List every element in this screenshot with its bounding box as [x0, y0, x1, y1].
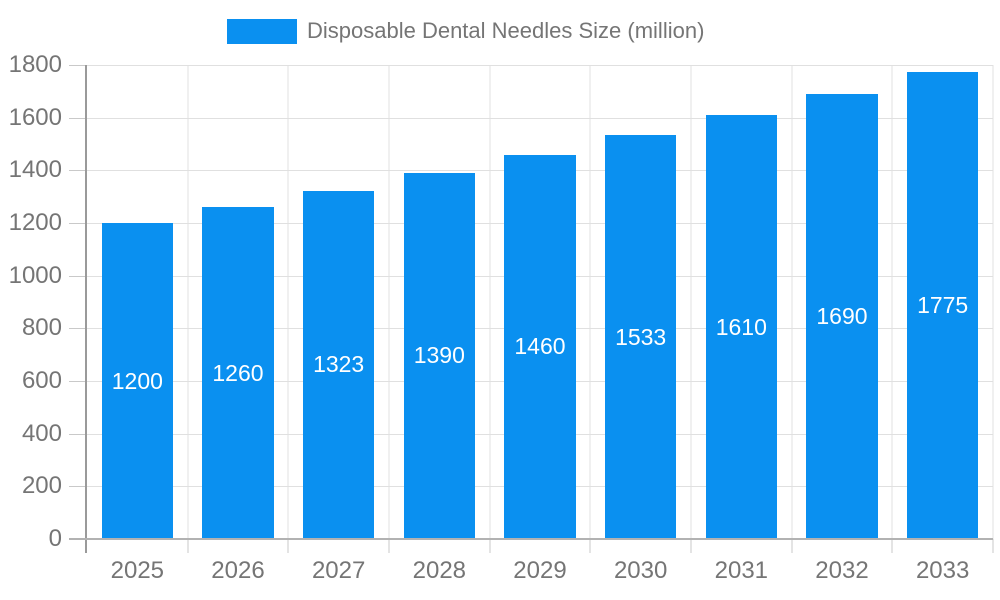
bar-2028[interactable]: 1390 [403, 172, 476, 539]
bar-2032[interactable]: 1690 [806, 93, 878, 539]
y-tick-mark [69, 170, 86, 172]
bar-2026[interactable]: 1260 [202, 207, 274, 539]
plot-area: 1200 1260 1323 1390 1460 1533 1610 1690 1775 [87, 65, 994, 539]
y-tick-mark [69, 117, 86, 119]
bar-2031[interactable]: 1610 [705, 115, 778, 539]
y-tick-mark [69, 328, 86, 330]
x-tick-label: 2029 [513, 557, 567, 584]
v-gridline [388, 65, 390, 539]
y-tick-label: 1000 [8, 261, 62, 289]
bar-band: 1775 [892, 71, 993, 539]
v-gridline [791, 65, 793, 539]
bar-2025[interactable]: 1200 [101, 223, 174, 539]
y-tick-mark [69, 275, 86, 277]
y-tick-label: 800 [21, 314, 62, 342]
bar-value-label: 1690 [816, 302, 868, 329]
bar-value-label: 1533 [615, 323, 667, 350]
y-tick-label: 200 [21, 472, 62, 500]
bar-value-label: 1390 [413, 342, 465, 369]
x-tick-mark [589, 539, 591, 553]
y-tick-label: 1600 [8, 103, 62, 131]
y-tick-mark [69, 486, 86, 488]
x-tick-mark [489, 539, 491, 553]
v-gridline [891, 65, 893, 539]
y-tick-mark [69, 381, 86, 383]
y-axis-labels: 0 200 400 600 800 1000 1200 1400 1600 1800 [0, 53, 62, 551]
x-tick-label: 2031 [714, 557, 769, 584]
x-tick-label: 2025 [110, 557, 165, 584]
x-tick-label: 2032 [815, 557, 869, 584]
bar-value-label: 1775 [917, 291, 969, 318]
bar-2030[interactable]: 1533 [604, 135, 677, 539]
y-tick-label: 0 [48, 525, 62, 552]
y-axis-line [85, 65, 87, 553]
x-tick-label: 2027 [311, 557, 366, 584]
bar-band: 1610 [691, 115, 792, 539]
x-tick-label: 2030 [613, 557, 668, 584]
y-tick-label: 1200 [8, 209, 62, 237]
bar-value-label: 1460 [514, 333, 566, 360]
h-gridline [87, 65, 993, 66]
x-tick-mark [791, 539, 793, 553]
x-tick-mark [388, 539, 390, 553]
y-tick-label: 600 [21, 367, 62, 395]
x-tick-label: 2033 [915, 557, 970, 584]
legend-label: Disposable Dental Needles Size (million) [307, 18, 705, 43]
y-tick-label: 1800 [8, 51, 62, 78]
y-tick-mark [69, 433, 86, 435]
x-tick-mark [891, 539, 893, 553]
x-tick-mark [187, 539, 189, 553]
legend: Disposable Dental Needles Size (million) [227, 18, 704, 44]
x-axis-labels: 2025 2026 2027 2028 2029 2030 2031 2032 2033 [87, 557, 993, 587]
v-gridline [287, 65, 289, 539]
x-tick-mark [690, 539, 692, 553]
bar-band: 1200 [87, 223, 188, 539]
v-gridline [992, 65, 994, 539]
y-tick-label: 400 [21, 419, 62, 447]
legend-swatch-icon [227, 18, 297, 44]
bar-band: 1460 [490, 154, 591, 539]
bar-value-label: 1260 [212, 359, 264, 386]
bar-2029[interactable]: 1460 [504, 154, 576, 539]
y-tick-mark [69, 65, 86, 66]
x-tick-label: 2028 [412, 557, 467, 584]
bar-value-label: 1200 [111, 367, 163, 394]
bar-value-label: 1610 [715, 313, 767, 340]
bars-layer: 1200 1260 1323 1390 1460 1533 1610 1690 1775 [87, 65, 993, 539]
bar-2033[interactable]: 1775 [906, 71, 979, 539]
x-tick-mark [992, 539, 994, 553]
bar-2027[interactable]: 1323 [302, 190, 375, 539]
y-tick-mark [69, 223, 86, 225]
bar-value-label: 1323 [313, 351, 365, 378]
bar-band: 1260 [188, 207, 289, 539]
v-gridline [489, 65, 491, 539]
bar-band: 1533 [590, 135, 691, 539]
bar-band: 1690 [792, 93, 893, 539]
bar-band: 1323 [288, 190, 389, 539]
h-gridline [87, 117, 993, 119]
x-axis-tick-marks [87, 539, 994, 553]
legend-item[interactable]: Disposable Dental Needles Size (million) [227, 18, 704, 44]
x-tick-mark [287, 539, 289, 553]
v-gridline [690, 65, 692, 539]
v-gridline [589, 65, 591, 539]
x-axis-line [69, 538, 993, 540]
x-tick-label: 2026 [211, 557, 265, 584]
y-tick-label: 1400 [8, 156, 62, 184]
bar-band: 1390 [389, 172, 490, 539]
v-gridline [187, 65, 189, 539]
vertical-gridlines [87, 65, 994, 539]
y-axis-tick-marks [69, 65, 86, 540]
